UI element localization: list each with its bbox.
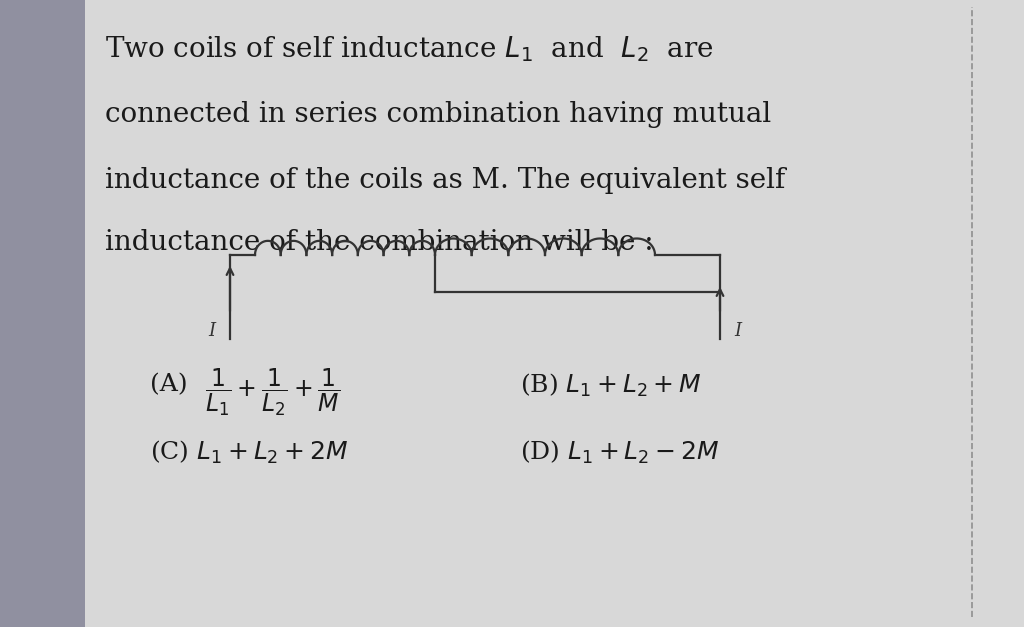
Text: I: I xyxy=(209,322,216,340)
Text: (A): (A) xyxy=(150,374,187,396)
Text: (C) $L_1 + L_2 + 2M$: (C) $L_1 + L_2 + 2M$ xyxy=(150,438,348,466)
Text: inductance of the combination will be :: inductance of the combination will be : xyxy=(105,228,653,255)
Text: connected in series combination having mutual: connected in series combination having m… xyxy=(105,102,771,129)
Text: (B) $L_1 + L_2 + M$: (B) $L_1 + L_2 + M$ xyxy=(520,371,701,399)
Text: I: I xyxy=(734,322,741,340)
Text: $\dfrac{1}{L_1}+\dfrac{1}{L_2}+\dfrac{1}{M}$: $\dfrac{1}{L_1}+\dfrac{1}{L_2}+\dfrac{1}… xyxy=(205,366,340,418)
Text: Two coils of self inductance $L_1$  and  $L_2$  are: Two coils of self inductance $L_1$ and $… xyxy=(105,34,714,64)
Text: (D) $L_1 + L_2 - 2M$: (D) $L_1 + L_2 - 2M$ xyxy=(520,438,719,466)
Bar xyxy=(0,0,85,627)
Text: inductance of the coils as M. The equivalent self: inductance of the coils as M. The equiva… xyxy=(105,167,785,194)
